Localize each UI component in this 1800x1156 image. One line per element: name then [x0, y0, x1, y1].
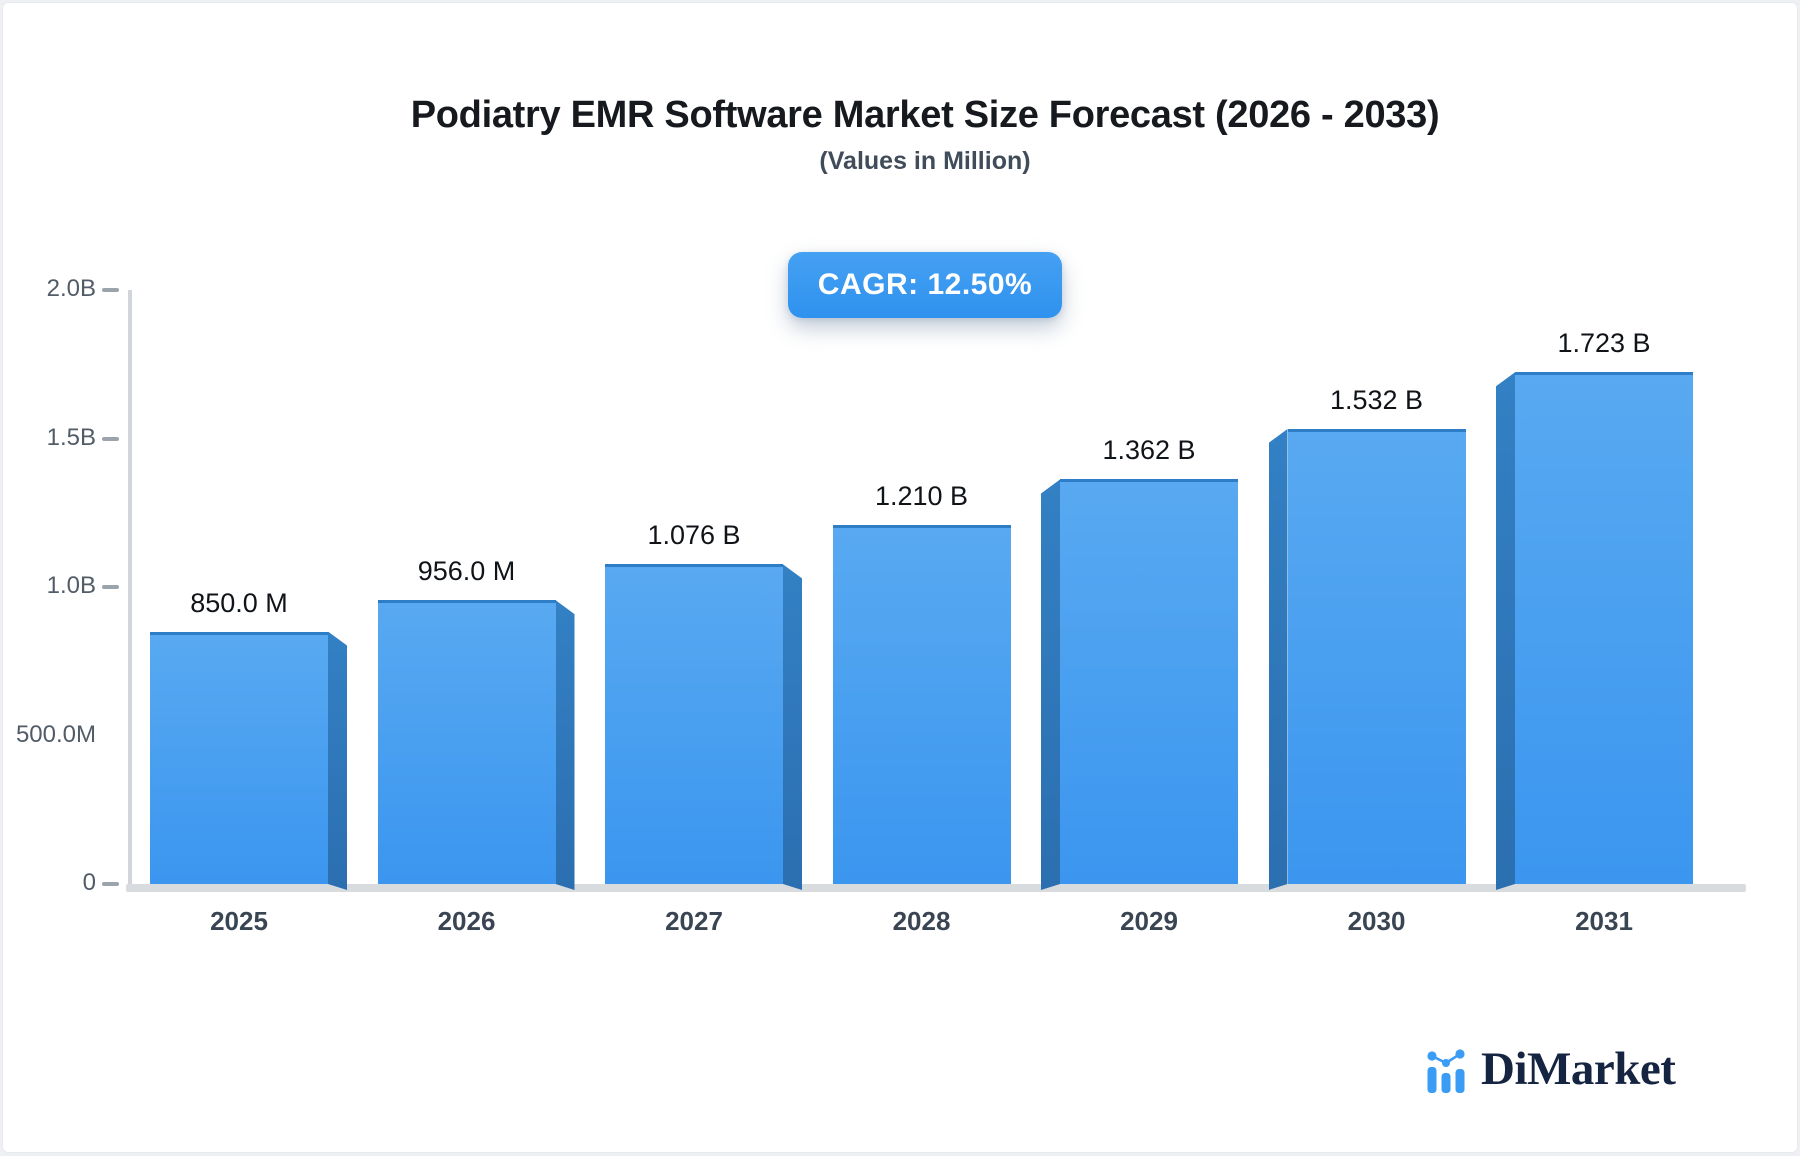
bar-2029[interactable]	[1060, 479, 1238, 884]
bar-value-label: 1.076 B	[647, 520, 741, 551]
cagr-badge: CAGR: 12.50%	[787, 252, 1063, 318]
mini-bar-chart-icon	[1427, 1049, 1465, 1093]
y-axis-tick-label: 500.0M	[15, 720, 96, 748]
bar-value-label: 1.723 B	[1557, 328, 1651, 359]
bar-2027-side-face	[783, 564, 802, 890]
bar-2031[interactable]	[1515, 372, 1693, 884]
bar-value-label: 850.0 M	[190, 587, 288, 618]
y-axis-tick-label: 2.0B	[46, 275, 96, 302]
x-axis-label-2028: 2028	[892, 906, 951, 936]
y-axis-tick-label: 0	[82, 869, 96, 896]
x-axis-label-2029: 2029	[1120, 906, 1178, 936]
x-axis-label-2027: 2027	[665, 906, 723, 936]
bar-2025[interactable]	[150, 631, 328, 884]
bar-value-label: 1.532 B	[1329, 384, 1424, 415]
x-axis-label-2031: 2031	[1575, 906, 1633, 936]
brand-watermark: DiMarket	[1421, 1038, 1676, 1095]
bar-2030-side-face	[1269, 429, 1288, 890]
bar-2026-side-face	[556, 600, 575, 890]
bar-2028[interactable]	[832, 524, 1011, 884]
bar-2027[interactable]	[605, 564, 783, 884]
y-axis-line	[128, 290, 132, 884]
x-axis-label-2026: 2026	[437, 906, 496, 936]
bar-value-label: 1.210 B	[874, 480, 969, 511]
y-axis-tick-mark	[102, 288, 119, 292]
chart-title: Podiatry EMR Software Market Size Foreca…	[410, 94, 1440, 136]
bar-2025-side-face	[328, 632, 347, 890]
bar-2030[interactable]	[1287, 428, 1466, 884]
x-axis-baseline	[126, 884, 1746, 892]
y-axis-tick-mark	[102, 585, 119, 589]
y-axis-tick-label: 1.5B	[46, 423, 96, 451]
bar-2026[interactable]	[377, 600, 556, 884]
x-axis-label-2030: 2030	[1347, 906, 1406, 936]
bar-2029-side-face	[1041, 479, 1060, 890]
y-axis-tick-label: 1.0B	[46, 572, 96, 599]
chart-subtitle: (Values in Million)	[819, 147, 1031, 175]
brand-name: DiMarket	[1481, 1043, 1676, 1095]
bar-2031-side-face	[1496, 372, 1515, 890]
y-axis-tick-mark	[102, 882, 119, 886]
bar-value-label: 1.362 B	[1102, 435, 1196, 466]
bar-value-label: 956.0 M	[417, 556, 516, 587]
cagr-badge-wrap: CAGR: 12.50%	[125, 252, 1725, 318]
x-axis-label-2025: 2025	[210, 906, 268, 936]
y-axis-tick-mark	[102, 436, 119, 441]
